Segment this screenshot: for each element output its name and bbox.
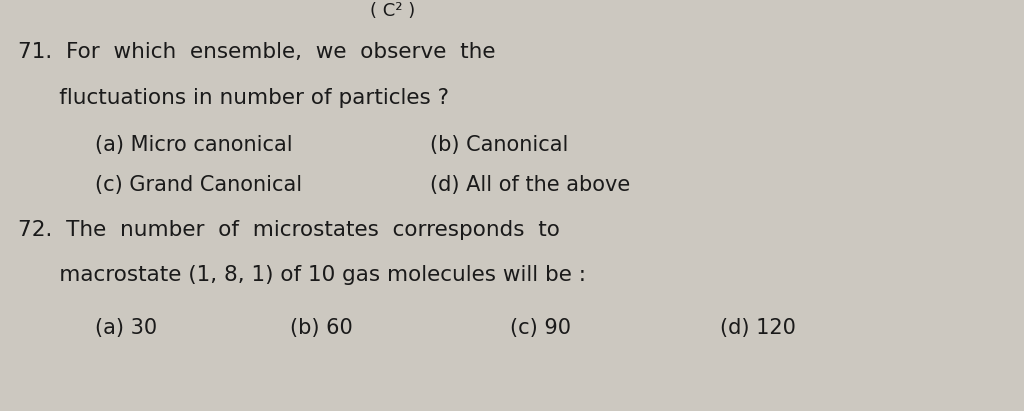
Text: 72.  The  number  of  microstates  corresponds  to: 72. The number of microstates correspond… (18, 220, 560, 240)
Text: ( C² ): ( C² ) (370, 2, 416, 20)
Text: (a) 30: (a) 30 (95, 318, 157, 338)
Text: (c) 90: (c) 90 (510, 318, 571, 338)
Text: 71.  For  which  ensemble,  we  observe  the: 71. For which ensemble, we observe the (18, 42, 496, 62)
Text: (d) 120: (d) 120 (720, 318, 796, 338)
Text: (d) All of the above: (d) All of the above (430, 175, 630, 195)
Text: (b) Canonical: (b) Canonical (430, 135, 568, 155)
Text: macrostate (1, 8, 1) of 10 gas molecules will be :: macrostate (1, 8, 1) of 10 gas molecules… (18, 265, 586, 285)
Text: fluctuations in number of particles ?: fluctuations in number of particles ? (18, 88, 449, 108)
Text: (c) Grand Canonical: (c) Grand Canonical (95, 175, 302, 195)
Text: (b) 60: (b) 60 (290, 318, 352, 338)
Text: (a) Micro canonical: (a) Micro canonical (95, 135, 293, 155)
